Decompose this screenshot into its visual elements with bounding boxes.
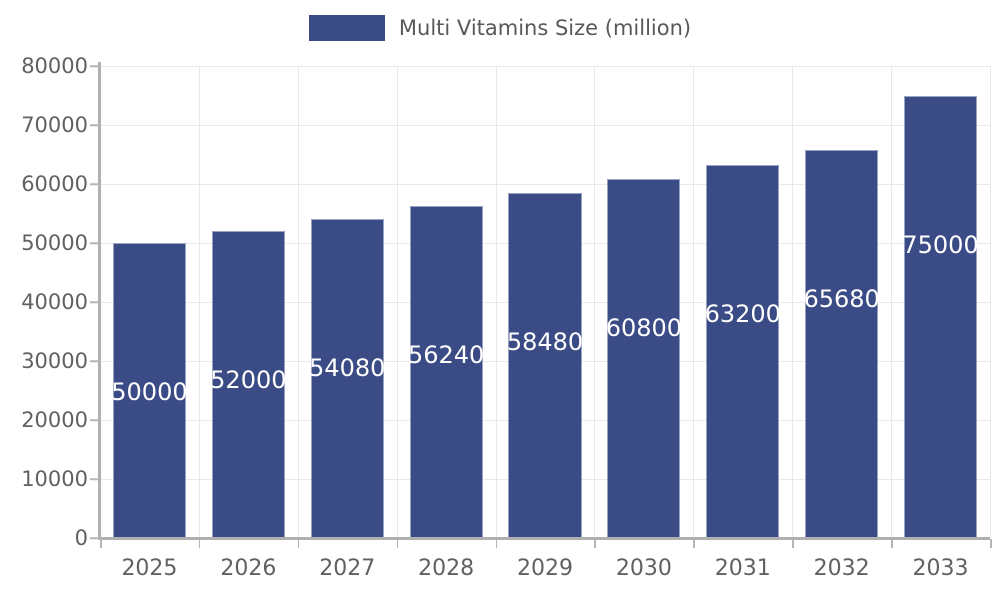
x-tick-label: 2030 [615, 556, 672, 581]
y-tick-mark [90, 242, 99, 244]
x-tick-label: 2031 [714, 556, 771, 581]
x-axis-line [98, 537, 990, 540]
bar[interactable] [805, 150, 879, 538]
y-tick-label: 80000 [21, 54, 88, 78]
x-tick-label: 2032 [813, 556, 870, 581]
gridline-vertical [792, 66, 794, 538]
x-tick-mark [297, 539, 300, 548]
x-tick-mark [100, 539, 102, 548]
y-tick-mark [90, 478, 99, 480]
x-tick-mark [495, 539, 498, 548]
y-tick-label: 20000 [21, 408, 88, 432]
y-tick-mark [90, 301, 99, 303]
gridline-vertical [891, 66, 893, 538]
gridline-vertical [198, 66, 200, 538]
x-tick-label: 2033 [912, 556, 969, 581]
x-tick-label: 2029 [517, 556, 573, 581]
gridline-horizontal [100, 184, 990, 185]
y-tick-label: 70000 [21, 113, 88, 137]
gridline-vertical [495, 66, 497, 538]
y-tick-mark [90, 65, 99, 67]
y-tick-label: 60000 [21, 172, 88, 196]
x-tick-label: 2028 [418, 556, 475, 581]
legend-label: Multi Vitamins Size (million) [398, 16, 692, 40]
y-tick-label: 30000 [21, 349, 88, 373]
x-tick-mark [891, 539, 893, 548]
y-axis-line [98, 62, 101, 540]
x-tick-label: 2025 [121, 556, 178, 581]
y-tick-mark [90, 537, 99, 539]
x-tick-mark [990, 539, 992, 548]
chart-legend: Multi Vitamins Size (million) [0, 8, 1000, 48]
bar[interactable] [706, 165, 780, 538]
gridline-vertical [297, 66, 299, 538]
x-tick-mark [594, 539, 596, 548]
legend-color-swatch [308, 15, 385, 41]
bar[interactable] [211, 231, 285, 538]
gridline-horizontal [100, 66, 990, 67]
gridline-vertical [594, 66, 596, 538]
y-tick-mark [90, 183, 99, 185]
gridline-vertical [396, 66, 398, 538]
x-tick-mark [396, 539, 399, 548]
bar[interactable] [112, 243, 187, 538]
y-tick-mark [90, 360, 99, 362]
gridline-vertical [990, 66, 991, 538]
y-tick-mark [90, 124, 99, 126]
y-tick-label: 10000 [21, 467, 88, 491]
bar[interactable] [508, 192, 582, 538]
x-tick-mark [792, 539, 794, 548]
y-tick-label: 40000 [21, 290, 88, 314]
x-tick-label: 2026 [220, 556, 277, 581]
y-tick-label: 0 [74, 526, 88, 550]
gridline-vertical [693, 66, 695, 538]
y-tick-mark [90, 419, 99, 421]
x-tick-mark [693, 539, 695, 548]
bar[interactable] [903, 95, 978, 538]
plot-area: 50000 52000 54080 56240 58480 60800 63200 65680… [100, 66, 991, 539]
x-tick-mark [198, 539, 201, 548]
y-tick-label: 50000 [21, 231, 88, 255]
gridline-horizontal [100, 125, 990, 126]
gridline-vertical [100, 66, 101, 538]
bar[interactable] [607, 179, 681, 538]
x-tick-label: 2027 [319, 556, 376, 581]
bar[interactable] [310, 218, 384, 538]
bar[interactable] [409, 206, 483, 538]
